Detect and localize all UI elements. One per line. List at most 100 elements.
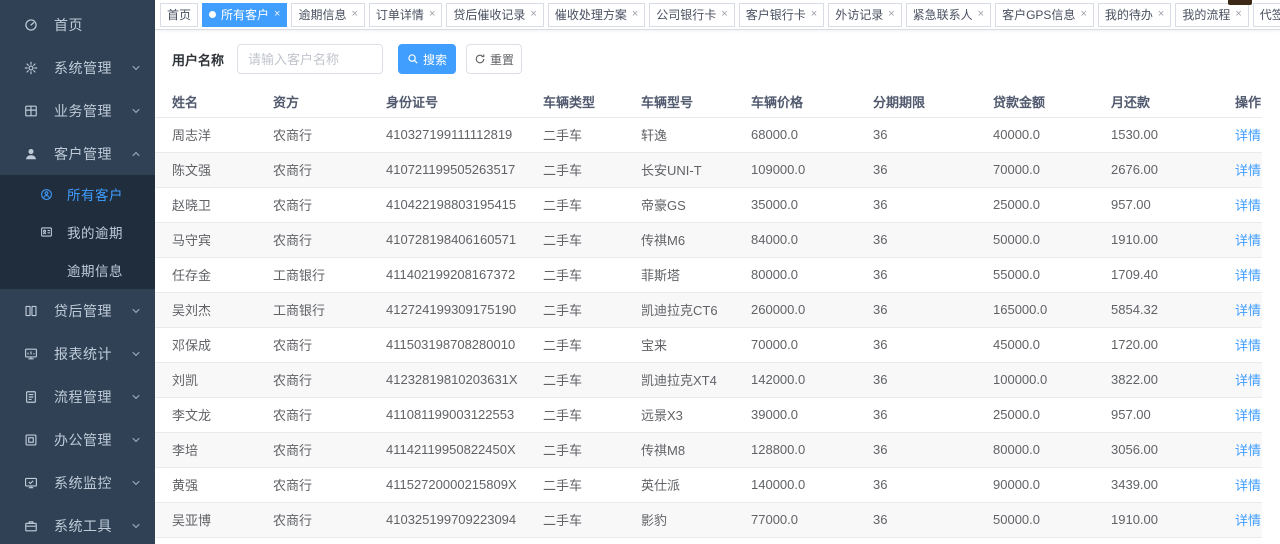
table-row: 刘凯 农商行 41232819810203631X 二手车 凯迪拉克XT4 142000.… [155, 362, 1262, 398]
table-cell-action: 详情 [1228, 432, 1262, 468]
table-cell: 45000.0 [993, 327, 1111, 363]
sidebar-item-business-mgmt[interactable]: 业务管理 [0, 89, 155, 132]
table-cell: 109000.0 [751, 152, 873, 188]
table-cell: 二手车 [543, 187, 641, 223]
detail-link[interactable]: 详情 [1234, 338, 1261, 353]
table-cell: 36 [873, 397, 993, 433]
close-icon[interactable]: × [810, 8, 818, 20]
detail-link[interactable]: 详情 [1234, 233, 1261, 248]
sidebar-item-my-overdue[interactable]: 我的逾期 [0, 213, 155, 251]
sidebar-item-label: 逾期信息 [67, 264, 123, 279]
table-cell: 凯迪拉克XT4 [641, 362, 751, 398]
table-cell: 50000.0 [993, 502, 1111, 538]
gear-icon [24, 61, 38, 75]
table-cell: 二手车 [543, 152, 641, 188]
column-header: 贷款金额 [993, 86, 1111, 118]
sidebar-item-label: 系统工具 [54, 517, 112, 534]
sidebar-item-system-monitor[interactable]: 系统监控 [0, 461, 155, 504]
sidebar-item-office-mgmt[interactable]: 办公管理 [0, 418, 155, 461]
detail-link[interactable]: 详情 [1234, 408, 1261, 423]
detail-link[interactable]: 详情 [1234, 513, 1261, 528]
tab-emergency-contact[interactable]: 紧急联系人 × [905, 2, 992, 27]
tab-order-detail[interactable]: 订单详情 × [368, 2, 443, 27]
tab-label: 逾期信息 [298, 8, 347, 22]
table-cell: 黄强 [155, 467, 273, 503]
tab-visit-record[interactable]: 外访记录 × [828, 2, 902, 27]
table-cell: 农商行 [273, 362, 386, 398]
table-cell: 36 [873, 292, 993, 328]
tab-collection-plan[interactable]: 催收处理方案 × [547, 2, 646, 27]
tab-home[interactable]: 首页 [160, 2, 199, 27]
sidebar-item-process-mgmt[interactable]: 流程管理 [0, 375, 155, 418]
table-cell: 农商行 [273, 467, 386, 503]
table-cell: 36 [873, 187, 993, 223]
sidebar-item-report-stats[interactable]: 报表统计 [0, 332, 155, 375]
detail-link[interactable]: 详情 [1234, 373, 1261, 388]
table-cell: 36 [873, 467, 993, 503]
close-icon[interactable]: × [274, 8, 281, 20]
tab-sign-task[interactable]: 代签任务× [1252, 2, 1280, 27]
sidebar-item-system-mgmt[interactable]: 系统管理 [0, 46, 155, 89]
close-icon[interactable]: × [351, 8, 358, 20]
table-cell: 传祺M6 [641, 222, 751, 258]
close-icon[interactable]: × [888, 8, 895, 20]
table-cell: 140000.0 [751, 467, 873, 503]
table-cell: 菲斯塔 [641, 257, 751, 293]
table-cell: 农商行 [273, 222, 386, 258]
detail-link[interactable]: 详情 [1234, 478, 1261, 493]
table-cell: 李培 [155, 432, 273, 468]
sidebar-item-label: 系统管理 [54, 59, 112, 76]
table-cell: 二手车 [543, 117, 641, 153]
close-icon[interactable]: × [721, 8, 728, 20]
sidebar-item-all-customers[interactable]: 所有客户 [0, 175, 155, 213]
column-header: 月还款 [1111, 86, 1228, 118]
tab-customer-gps[interactable]: 客户GPS信息 × [995, 2, 1094, 27]
close-icon[interactable]: × [1157, 8, 1165, 20]
detail-link[interactable]: 详情 [1234, 303, 1261, 318]
detail-link[interactable]: 详情 [1234, 128, 1261, 143]
customers-table: 姓名 资方 身份证号 车辆类型 车辆型号 车辆价格 分期期限 贷款金额 月还款 操作 周志洋 农商行… [155, 86, 1262, 544]
close-icon[interactable]: × [631, 8, 639, 20]
detail-link[interactable]: 详情 [1234, 443, 1261, 458]
tab-overdue-info[interactable]: 逾期信息 × [291, 2, 365, 27]
tab-label: 外访记录 [835, 8, 884, 22]
close-icon[interactable]: × [1235, 8, 1242, 20]
customer-name-input[interactable] [237, 44, 384, 74]
detail-link[interactable]: 详情 [1234, 163, 1261, 178]
table-row: 陈文强 农商行 410721199505263517 二手车 长安UNI-T 109000… [155, 152, 1262, 188]
chevron-down-icon [131, 63, 141, 73]
sidebar-item-system-tools[interactable]: 系统工具 [0, 504, 155, 544]
table-cell: 3822.00 [1111, 362, 1228, 398]
close-icon[interactable]: × [1080, 8, 1087, 20]
tab-label: 催收处理方案 [554, 8, 627, 22]
table-row: 李培 农商行 41142119950822450X 二手车 传祺M8 128800.0 36… [155, 432, 1262, 468]
search-button[interactable]: 搜索 [398, 44, 457, 74]
detail-link[interactable]: 详情 [1234, 268, 1261, 283]
sidebar-item-customer-mgmt[interactable]: 客户管理 [0, 132, 155, 175]
table-cell: 410422198803195415 [386, 187, 543, 223]
tab-customer-bank-card[interactable]: 客户银行卡 × [738, 2, 825, 27]
table-cell: 410721199505263517 [386, 152, 543, 188]
table-cell: 邓保成 [155, 327, 273, 363]
tab-my-todo[interactable]: 我的待办 × [1097, 2, 1172, 27]
close-icon[interactable]: × [977, 8, 985, 20]
table-row: 黄强 农商行 41152720000215809X 二手车 英仕派 140000.0 36 9… [155, 467, 1262, 503]
close-icon[interactable]: × [428, 8, 436, 20]
reset-button[interactable]: 重置 [466, 44, 523, 74]
sidebar-item-postloan-mgmt[interactable]: 贷后管理 [0, 289, 155, 332]
column-header: 身份证号 [386, 86, 543, 118]
sidebar-item-home[interactable]: 首页 [0, 3, 155, 46]
close-icon[interactable]: × [530, 8, 537, 20]
sidebar-item-label: 我的逾期 [67, 226, 123, 241]
tab-company-bank-card[interactable]: 公司银行卡 × [649, 2, 735, 27]
table-cell: 长安UNI-T [641, 152, 751, 188]
table-cell: 宝来 [641, 327, 751, 363]
chevron-down-icon [131, 349, 141, 359]
tab-all-customers[interactable]: 所有客户 × [202, 2, 288, 27]
tab-my-flow[interactable]: 我的流程 × [1175, 2, 1249, 27]
sidebar-item-label: 所有客户 [67, 188, 123, 203]
tab-postloan-collection-record[interactable]: 贷后催收记录 × [446, 2, 544, 27]
detail-link[interactable]: 详情 [1234, 198, 1261, 213]
table-cell: 5854.32 [1111, 292, 1228, 328]
sidebar-item-overdue-info[interactable]: 逾期信息 [0, 251, 155, 289]
